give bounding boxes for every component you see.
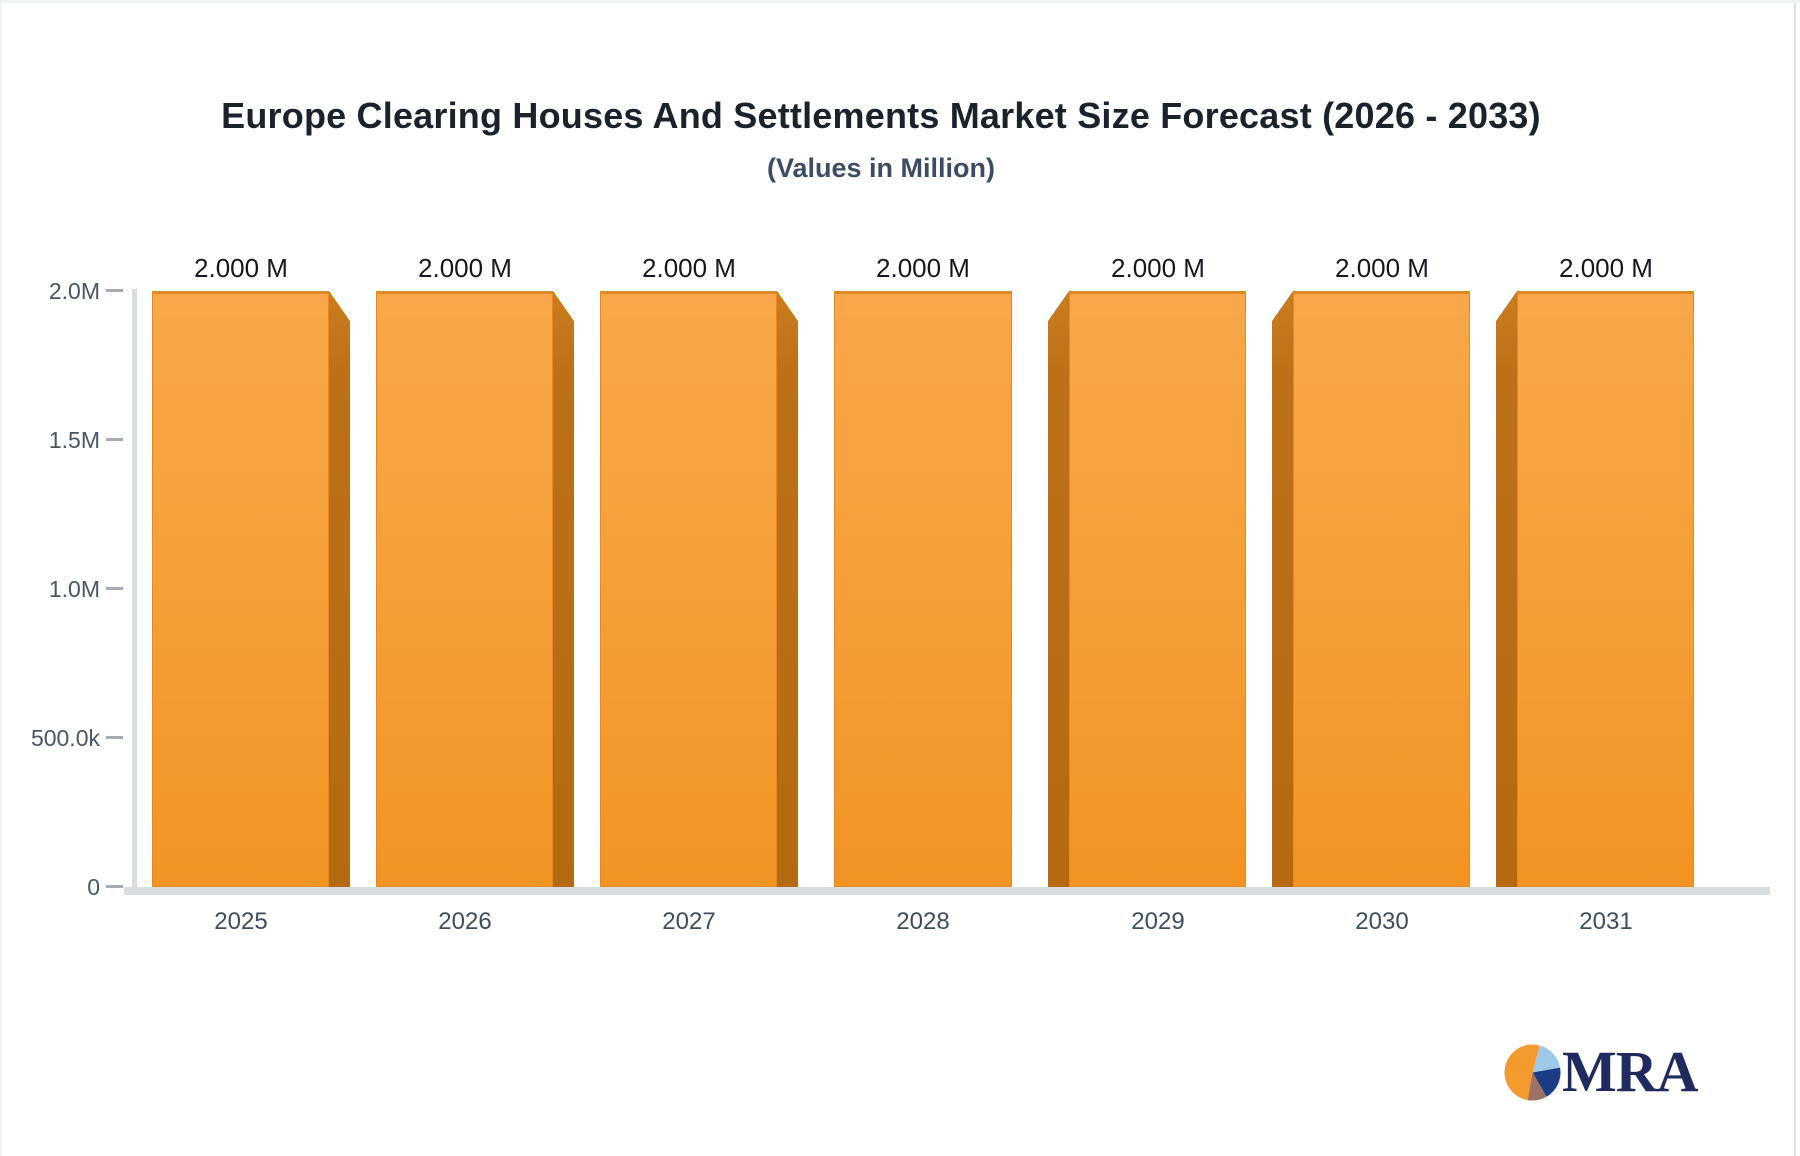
bar-side-3d xyxy=(329,291,350,887)
logo-text: MRA xyxy=(1562,1039,1699,1104)
x-tick-label: 2031 xyxy=(1579,908,1633,935)
plot-area: 2.0M 1.5M 1.0M 500.0k 0 2.000 M 2025 2.000 M 202… xyxy=(2,3,1800,1156)
x-tick-label: 2028 xyxy=(896,908,950,935)
chart-subtitle: (Values in Million) xyxy=(766,153,996,183)
bar-value-label: 2.000 M xyxy=(418,253,512,283)
bar-2031[interactable] xyxy=(1517,291,1694,887)
bar-side-3d xyxy=(777,291,798,887)
bar-2028[interactable] xyxy=(834,291,1012,887)
bar-2026[interactable] xyxy=(376,291,553,887)
y-tick-mark xyxy=(106,587,123,590)
bar-2029[interactable] xyxy=(1069,291,1246,887)
y-tick-mark xyxy=(106,289,123,292)
y-tick-label: 1.5M xyxy=(48,427,100,453)
bar-value-label: 2.000 M xyxy=(1335,253,1429,283)
x-tick-label: 2026 xyxy=(438,908,492,935)
bar-side-3d xyxy=(553,291,574,887)
y-tick-mark xyxy=(106,438,123,441)
bar-value-label: 2.000 M xyxy=(876,253,970,283)
x-tick-label: 2029 xyxy=(1131,908,1185,935)
bar-2030[interactable] xyxy=(1293,291,1470,887)
x-tick-label: 2025 xyxy=(214,908,268,935)
y-axis-line xyxy=(132,289,137,893)
bar-side-3d xyxy=(1496,291,1517,887)
chart-title: Europe Clearing Houses And Settlements M… xyxy=(221,95,1541,136)
y-tick-label: 2.0M xyxy=(48,278,100,304)
y-tick-label: 0 xyxy=(87,874,100,900)
y-tick-label: 1.0M xyxy=(48,576,100,602)
brand-logo: MRA xyxy=(1504,1039,1699,1104)
bar-value-label: 2.000 M xyxy=(642,253,736,283)
bar-2027[interactable] xyxy=(600,291,777,887)
y-tick-mark xyxy=(106,736,123,739)
bar-2025[interactable] xyxy=(152,291,329,887)
x-tick-label: 2027 xyxy=(662,908,716,935)
bar-value-label: 2.000 M xyxy=(1111,253,1205,283)
bar-side-3d xyxy=(1272,291,1293,887)
pie-logo-icon xyxy=(1504,1043,1561,1100)
y-tick-mark xyxy=(106,885,123,888)
bar-value-label: 2.000 M xyxy=(1559,253,1653,283)
x-axis-line xyxy=(124,887,1770,895)
y-tick-label: 500.0k xyxy=(30,725,100,751)
bar-side-3d xyxy=(1048,291,1069,887)
bar-value-label: 2.000 M xyxy=(194,253,288,283)
page-right-border xyxy=(1794,3,1796,1156)
x-tick-label: 2030 xyxy=(1355,908,1409,935)
